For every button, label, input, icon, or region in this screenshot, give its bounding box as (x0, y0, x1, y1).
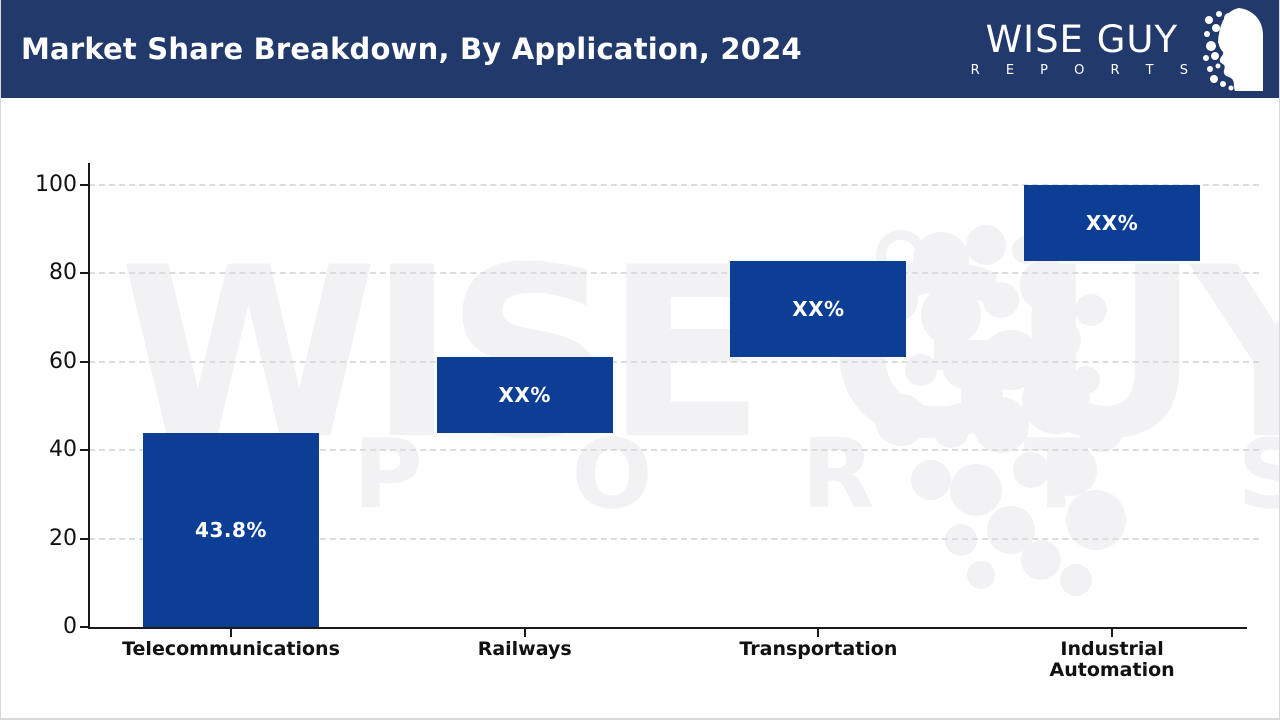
chart-plot-area: WISE GUY P O R T S 0 20 40 60 80 100 43.8% Tele… (1, 98, 1280, 718)
gridline (89, 449, 1259, 452)
y-tick-label: 60 (49, 348, 77, 374)
x-tick-mark (817, 629, 820, 637)
bar-value-label: XX% (1085, 211, 1139, 235)
bar-value-label: 43.8% (195, 518, 267, 543)
header: Market Share Breakdown, By Application, … (1, 0, 1279, 98)
bar-value-label: XX% (792, 297, 845, 322)
gridline (89, 184, 1259, 186)
y-tick-label: 0 (63, 614, 77, 639)
x-tick-mark (1111, 629, 1114, 637)
y-tick-mark (80, 272, 88, 275)
bar-value-label: XX% (498, 383, 551, 408)
page-title: Market Share Breakdown, By Application, … (21, 32, 802, 66)
watermark-head-dots (874, 225, 1126, 596)
y-tick-mark (80, 626, 88, 628)
y-tick-label: 20 (49, 525, 77, 551)
bar: XX% (436, 357, 613, 434)
x-category-label: Telecommunications (122, 638, 340, 660)
bar: XX% (730, 261, 907, 358)
wiseguy-logo-text: WISE GUY R E P O R T S (965, 21, 1199, 77)
x-category-label: Transportation (739, 638, 898, 660)
x-tick-mark (230, 629, 232, 637)
x-axis-line (89, 627, 1247, 629)
y-tick-label: 80 (49, 260, 77, 286)
x-tick-mark (523, 629, 526, 637)
y-tick-mark (80, 184, 88, 186)
y-tick-label: 100 (35, 172, 77, 197)
logo-wordmark: WISE GUY (985, 18, 1179, 61)
gridline (89, 537, 1259, 540)
watermark-text-line2: P O R T S (353, 420, 1280, 530)
y-axis-line (88, 163, 90, 629)
x-category-label: Railways (477, 638, 572, 660)
y-tick-label: 40 (49, 437, 77, 463)
y-tick-mark (80, 449, 88, 452)
wiseguy-head-icon (1203, 8, 1263, 91)
gridline (89, 360, 1259, 363)
bar: XX% (1024, 185, 1201, 262)
y-tick-mark (80, 537, 88, 540)
x-category-label: Industrial Automation (1049, 638, 1175, 681)
logo-subtitle: R E P O R T S (970, 63, 1199, 78)
y-tick-mark (80, 360, 88, 363)
gridline (89, 272, 1259, 275)
wiseguy-logo: WISE GUY R E P O R T S (965, 6, 1267, 92)
bar: 43.8% (143, 433, 319, 627)
